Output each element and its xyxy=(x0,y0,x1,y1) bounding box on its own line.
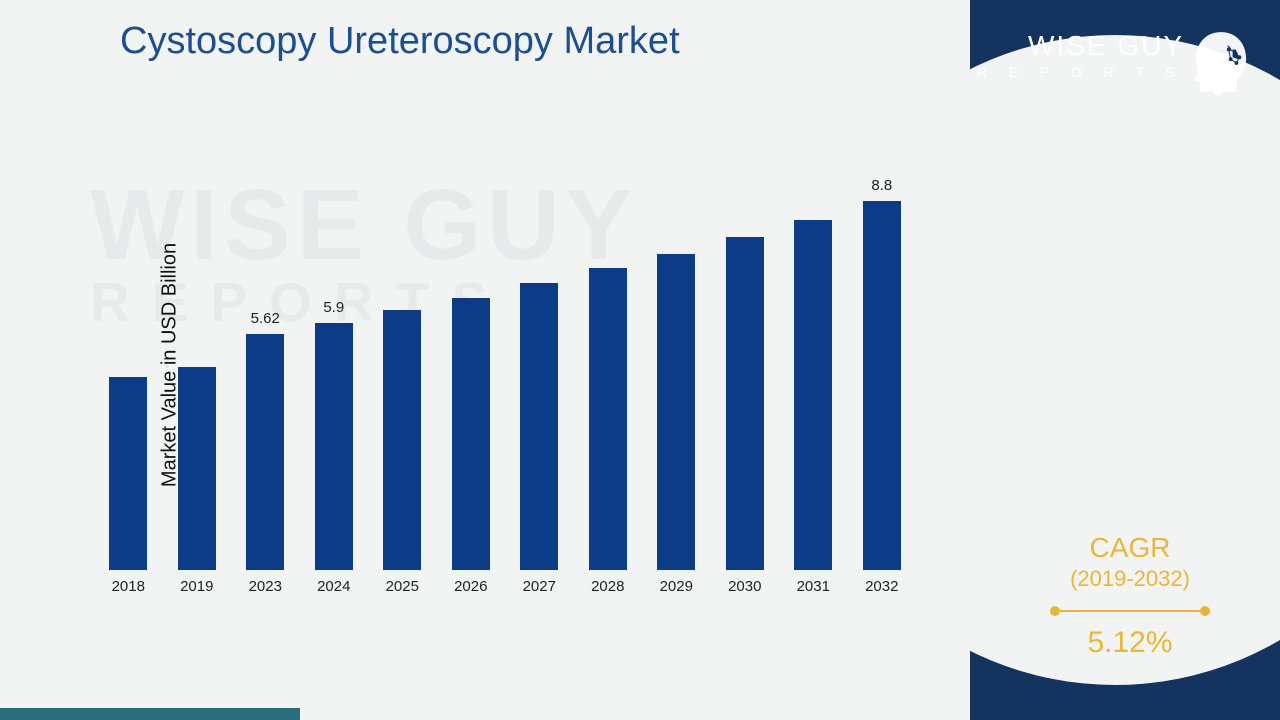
bar-col: 5.92024 xyxy=(306,130,363,570)
bar xyxy=(109,377,147,570)
bar-col: 5.622023 xyxy=(237,130,294,570)
bar xyxy=(794,220,832,570)
bar-col: 2027 xyxy=(511,130,568,570)
bar xyxy=(657,254,695,570)
bottom-accent-bar xyxy=(0,708,300,720)
bar xyxy=(520,283,558,570)
bar xyxy=(589,268,627,570)
x-tick-label: 2024 xyxy=(317,578,350,595)
x-tick-label: 2018 xyxy=(112,578,145,595)
bar-col: 2019 xyxy=(169,130,226,570)
cagr-panel: CAGR (2019-2032) 5.12% xyxy=(1020,532,1240,660)
x-tick-label: 2025 xyxy=(386,578,419,595)
chart-title: Cystoscopy Ureteroscopy Market xyxy=(120,20,680,63)
logo-main-text: WISE GUY xyxy=(977,30,1184,62)
bar xyxy=(863,201,901,570)
bar xyxy=(178,367,216,570)
bar-value-label: 5.9 xyxy=(323,299,344,316)
cagr-value: 5.12% xyxy=(1020,626,1240,660)
bar-col: 2028 xyxy=(580,130,637,570)
bar xyxy=(315,323,353,570)
x-tick-label: 2028 xyxy=(591,578,624,595)
bar-col: 8.82032 xyxy=(854,130,911,570)
logo-sub-text: R E P O R T S xyxy=(977,64,1184,80)
x-tick-label: 2030 xyxy=(728,578,761,595)
brand-logo: WISE GUY R E P O R T S xyxy=(977,30,1250,98)
bar xyxy=(383,310,421,570)
x-tick-label: 2023 xyxy=(249,578,282,595)
bar-col: 2029 xyxy=(648,130,705,570)
cagr-years: (2019-2032) xyxy=(1020,566,1240,592)
x-tick-label: 2029 xyxy=(660,578,693,595)
head-icon xyxy=(1192,30,1250,98)
x-tick-label: 2019 xyxy=(180,578,213,595)
bar-value-label: 8.8 xyxy=(871,177,892,194)
bar xyxy=(726,237,764,570)
bar-col: 2031 xyxy=(785,130,842,570)
bar-chart: Market Value in USD Billion 201820195.62… xyxy=(40,120,910,610)
cagr-label: CAGR xyxy=(1020,532,1240,564)
bar-value-label: 5.62 xyxy=(251,310,280,327)
x-tick-label: 2027 xyxy=(523,578,556,595)
bar-col: 2025 xyxy=(374,130,431,570)
bar-col: 2018 xyxy=(100,130,157,570)
plot-area: 201820195.6220235.9202420252026202720282… xyxy=(100,130,910,570)
bar-col: 2026 xyxy=(443,130,500,570)
x-tick-label: 2032 xyxy=(865,578,898,595)
x-tick-label: 2031 xyxy=(797,578,830,595)
cagr-divider xyxy=(1055,610,1205,612)
x-tick-label: 2026 xyxy=(454,578,487,595)
bar-col: 2030 xyxy=(717,130,774,570)
bar xyxy=(246,334,284,570)
bar xyxy=(452,298,490,570)
